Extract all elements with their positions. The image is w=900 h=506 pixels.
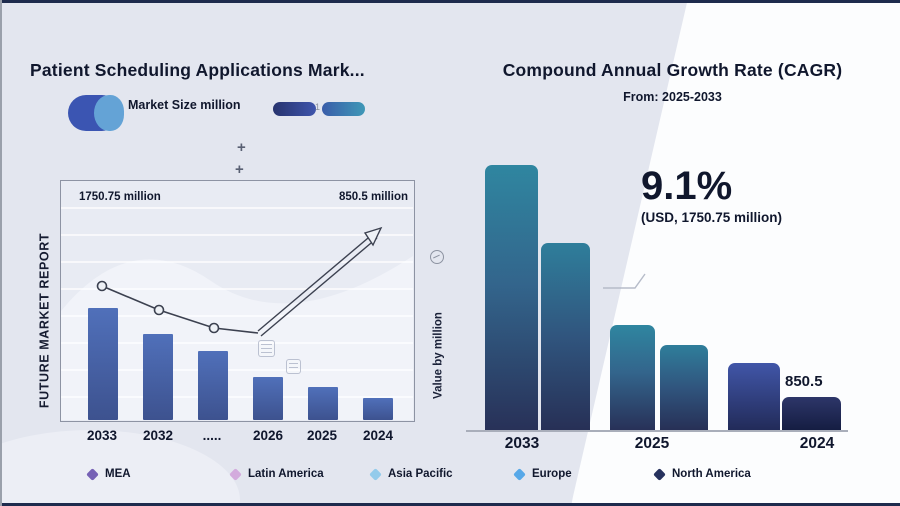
left-bar-line-chart (61, 207, 413, 420)
plus-mark-icon: + (235, 161, 244, 178)
left-bar-chart-panel: 1750.75 million 850.5 million (60, 180, 415, 422)
legend-diamond-latin-america (229, 467, 242, 481)
right-bar-2024-a (728, 363, 780, 430)
right-bar-2033-b (541, 243, 590, 430)
trend-line (101, 285, 259, 334)
cagr-detail: (USD, 1750.75 million) (641, 210, 783, 225)
right-bar-2025-b (660, 345, 708, 430)
frame-top-bar (0, 0, 900, 3)
legend-label: MEA (105, 468, 131, 480)
right-x-label-2024: 2024 (799, 435, 835, 452)
left-chart-bars (88, 308, 393, 420)
bar-data-label-850: 850.5 (785, 373, 823, 390)
left-x-label-dots: ..... (202, 428, 222, 443)
document-icon-watermark (258, 340, 275, 357)
legend-label: Asia Pacific (388, 468, 453, 480)
legend-item-asia-pacific: Asia Pacific (369, 466, 453, 482)
watermark-vertical-text: FUTURE MARKET REPORT (37, 232, 52, 409)
left-x-label-2025: 2025 (306, 428, 338, 443)
legend-item-mea: MEA (86, 466, 131, 482)
right-chart-subtitle: From: 2025-2033 (623, 90, 722, 104)
legend-diamond-north-america (653, 467, 666, 481)
right-bar-2024-b (782, 397, 841, 430)
ratio-pill-right (322, 102, 365, 116)
step-flourish-line (603, 273, 646, 289)
legend-item-latin-america: Latin America (229, 466, 324, 482)
frame-left-border (0, 0, 2, 506)
cylinder-cap-icon (94, 95, 124, 131)
right-chart-title: Compound Annual Growth Rate (CAGR) (502, 60, 843, 80)
ratio-separator: 1 (315, 102, 321, 112)
market-size-label: Market Size million (128, 98, 241, 112)
legend-item-north-america: North America (653, 466, 751, 482)
left-x-label-2033: 2033 (86, 428, 118, 443)
legend-diamond-europe (513, 467, 526, 481)
annotation-right: 850.5 million (338, 191, 408, 203)
value-axis-label: Value by million (432, 312, 445, 399)
growth-arrow (257, 226, 383, 337)
legend-label: Latin America (248, 468, 324, 480)
ratio-pill-left (273, 102, 316, 116)
left-x-label-2026: 2026 (252, 428, 284, 443)
right-x-label-2033: 2033 (504, 435, 540, 452)
plus-mark-icon: + (237, 139, 246, 156)
legend-item-europe: Europe (513, 466, 572, 482)
right-bar-2033-a (485, 165, 538, 430)
legend-label: North America (672, 468, 751, 480)
right-chart-baseline (466, 430, 848, 432)
circle-minus-icon (430, 250, 444, 264)
right-x-label-2025: 2025 (634, 435, 670, 452)
left-chart-title: Patient Scheduling Applications Mark... (30, 60, 365, 80)
left-x-label-2024: 2024 (362, 428, 394, 443)
frame-bottom-bar (0, 503, 900, 506)
legend-diamond-mea (86, 467, 99, 481)
cagr-value: 9.1% (641, 164, 733, 208)
legend-diamond-asia-pacific (369, 467, 382, 481)
right-bar-2025-a (610, 325, 655, 430)
legend-label: Europe (532, 468, 572, 480)
document-icon-watermark (286, 359, 301, 374)
annotation-left: 1750.75 million (79, 191, 161, 203)
gridlines (61, 207, 413, 398)
trend-line-markers (96, 280, 220, 334)
left-x-label-2032: 2032 (142, 428, 174, 443)
